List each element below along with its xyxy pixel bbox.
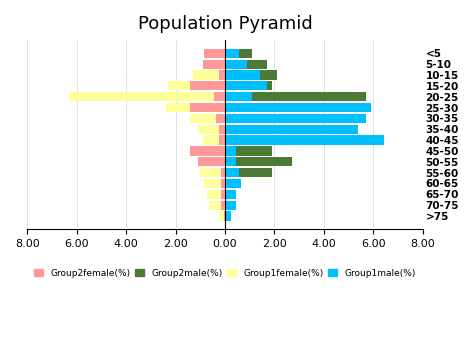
Legend: Group2female(%), Group2male(%), Group1female(%), Group1male(%): Group2female(%), Group2male(%), Group1fe… xyxy=(31,265,419,281)
Bar xyxy=(221,190,225,199)
Bar xyxy=(225,114,260,123)
Bar xyxy=(203,59,225,69)
Bar xyxy=(225,168,272,177)
Bar xyxy=(225,125,260,134)
Bar xyxy=(203,136,225,145)
Bar xyxy=(221,168,225,177)
Bar xyxy=(191,103,225,112)
Bar xyxy=(225,103,371,112)
Bar xyxy=(225,114,366,123)
Bar xyxy=(198,125,225,134)
Bar xyxy=(225,49,252,58)
Bar xyxy=(225,92,366,101)
Bar xyxy=(215,59,225,69)
Bar xyxy=(225,70,260,80)
Bar xyxy=(208,157,225,166)
Bar xyxy=(225,190,234,199)
Bar xyxy=(198,157,225,166)
Bar xyxy=(225,49,238,58)
Bar xyxy=(225,103,371,112)
Bar xyxy=(214,92,225,101)
Bar xyxy=(225,146,272,155)
Bar xyxy=(224,49,225,58)
Bar xyxy=(193,70,225,80)
Bar xyxy=(225,146,236,155)
Bar xyxy=(205,146,225,155)
Bar xyxy=(209,200,225,210)
Bar xyxy=(225,59,247,69)
Bar xyxy=(224,211,225,221)
Bar xyxy=(225,179,241,188)
Bar xyxy=(225,125,358,134)
Bar xyxy=(191,81,225,91)
Bar xyxy=(191,114,225,123)
Bar xyxy=(219,211,225,221)
Bar xyxy=(219,70,225,80)
Bar xyxy=(225,157,292,166)
Bar xyxy=(225,168,238,177)
Bar xyxy=(221,200,225,210)
Bar xyxy=(204,49,225,58)
Bar xyxy=(69,92,225,101)
Bar xyxy=(225,190,236,199)
Bar xyxy=(191,146,225,155)
Bar xyxy=(219,136,225,145)
Bar xyxy=(225,136,260,145)
Bar xyxy=(225,200,236,210)
Bar xyxy=(166,103,225,112)
Bar xyxy=(225,200,231,210)
Bar xyxy=(221,179,225,188)
Bar xyxy=(225,70,277,80)
Bar xyxy=(219,125,225,134)
Bar xyxy=(225,211,227,221)
Bar xyxy=(225,92,252,101)
Bar xyxy=(225,136,384,145)
Bar xyxy=(207,190,225,199)
Bar xyxy=(225,211,231,221)
Bar xyxy=(225,59,267,69)
Bar xyxy=(168,81,225,91)
Bar xyxy=(225,81,267,91)
Bar xyxy=(225,179,238,188)
Bar xyxy=(225,81,272,91)
Title: Population Pyramid: Population Pyramid xyxy=(137,15,312,33)
Bar xyxy=(225,157,236,166)
Bar xyxy=(217,114,225,123)
Bar xyxy=(201,168,225,177)
Bar xyxy=(204,179,225,188)
